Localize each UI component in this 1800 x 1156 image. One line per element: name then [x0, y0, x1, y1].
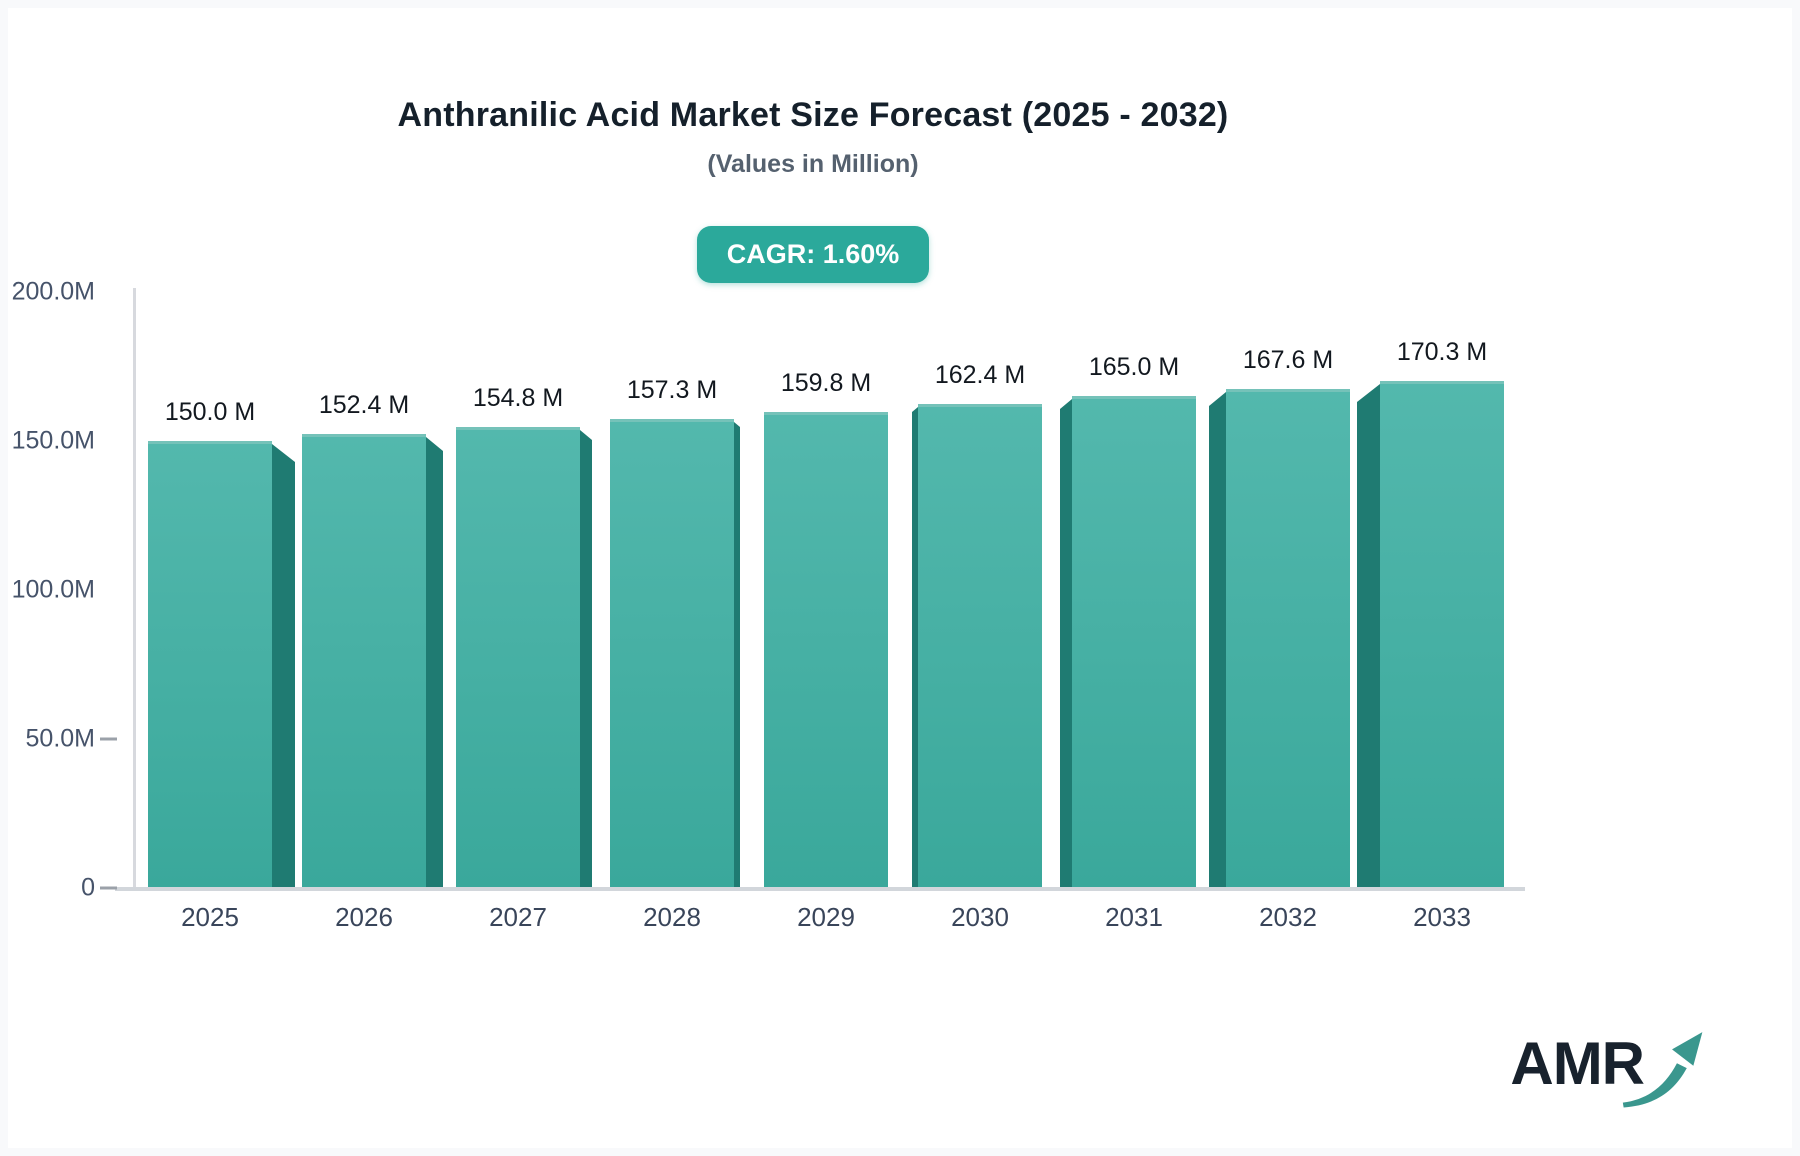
bar-value-label: 150.0 M — [164, 398, 256, 426]
x-axis-label: 2025 — [181, 902, 239, 932]
bar — [764, 412, 888, 888]
bar-side-face — [1060, 399, 1072, 888]
bar-value-label: 165.0 M — [1088, 353, 1180, 381]
amr-logo: AMR — [1510, 1028, 1704, 1108]
x-axis-baseline — [115, 887, 1525, 891]
x-axis-label: 2028 — [643, 902, 701, 932]
y-axis-tick-label: 0 — [81, 873, 95, 902]
y-axis-tick-label: 150.0M — [11, 426, 95, 455]
bar-column: 157.3 M 2028 — [595, 292, 749, 932]
bar — [148, 441, 295, 888]
bar-value-label: 162.4 M — [934, 361, 1026, 389]
y-axis-tick-label: 200.0M — [11, 277, 95, 306]
bar-value-label: 154.8 M — [472, 384, 564, 412]
bar-column: 159.8 M 2029 — [749, 292, 903, 932]
bar-side-face — [912, 407, 918, 888]
bar-column: 162.4 M 2030 — [903, 292, 1057, 932]
bar-column: 170.3 M 2033 — [1357, 292, 1519, 932]
bar-chart: 200.0M 150.0M 100.0M 50.0M 0 150.0 M 2025 152.… — [12, 278, 1525, 932]
chart-content: Anthranilic Acid Market Size Forecast (2… — [8, 8, 1618, 1148]
y-axis-tick-label: 100.0M — [11, 575, 95, 604]
x-axis-label: 2030 — [951, 902, 1009, 932]
bar — [1357, 381, 1504, 888]
bar-side-face — [1357, 384, 1380, 888]
amr-logo-text: AMR — [1510, 1030, 1645, 1097]
bar-column: 154.8 M 2027 — [441, 292, 595, 932]
x-axis-label: 2026 — [335, 902, 393, 932]
bar-side-face — [734, 422, 740, 888]
x-axis-label: 2033 — [1413, 902, 1471, 932]
chart-subtitle: (Values in Million) — [707, 150, 919, 178]
x-axis-label: 2027 — [489, 902, 547, 932]
chart-title: Anthranilic Acid Market Size Forecast (2… — [397, 96, 1229, 134]
bars-plot-area: 150.0 M 2025 152.4 M 2026 154.8 M 2027 157.3 M… — [133, 292, 1519, 932]
bar — [1209, 389, 1350, 888]
bar — [912, 404, 1042, 888]
y-axis-line — [133, 288, 136, 888]
bar-side-face — [426, 437, 443, 888]
bar-column: 150.0 M 2025 — [133, 292, 295, 932]
y-axis-tick-dash — [100, 886, 117, 890]
bar-column: 167.6 M 2032 — [1209, 292, 1365, 932]
x-axis-label: 2031 — [1105, 902, 1163, 932]
cagr-badge-row: CAGR: 1.60% — [8, 226, 1618, 283]
bar — [456, 427, 592, 888]
bar-value-label: 167.6 M — [1242, 346, 1334, 374]
x-axis-label: 2029 — [797, 902, 855, 932]
growth-arrow-icon — [1622, 1032, 1703, 1108]
x-axis-label: 2032 — [1259, 902, 1317, 932]
chart-card: Anthranilic Acid Market Size Forecast (2… — [8, 8, 1792, 1148]
bar-side-face — [1209, 392, 1226, 888]
bar-side-face — [580, 430, 592, 888]
bar-column: 165.0 M 2031 — [1057, 292, 1211, 932]
bar-column: 152.4 M 2026 — [287, 292, 443, 932]
bar-side-face — [272, 444, 295, 888]
y-axis-tick-label: 50.0M — [25, 724, 95, 753]
cagr-badge: CAGR: 1.60% — [696, 226, 930, 283]
bar — [302, 434, 443, 888]
bar-value-label: 152.4 M — [318, 391, 410, 419]
bar-value-label: 159.8 M — [780, 369, 872, 397]
y-axis-tick-dash — [100, 737, 117, 741]
bar-value-label: 170.3 M — [1396, 338, 1488, 366]
bar-value-label: 157.3 M — [626, 376, 718, 404]
bar — [1060, 396, 1196, 888]
bar — [610, 419, 740, 888]
